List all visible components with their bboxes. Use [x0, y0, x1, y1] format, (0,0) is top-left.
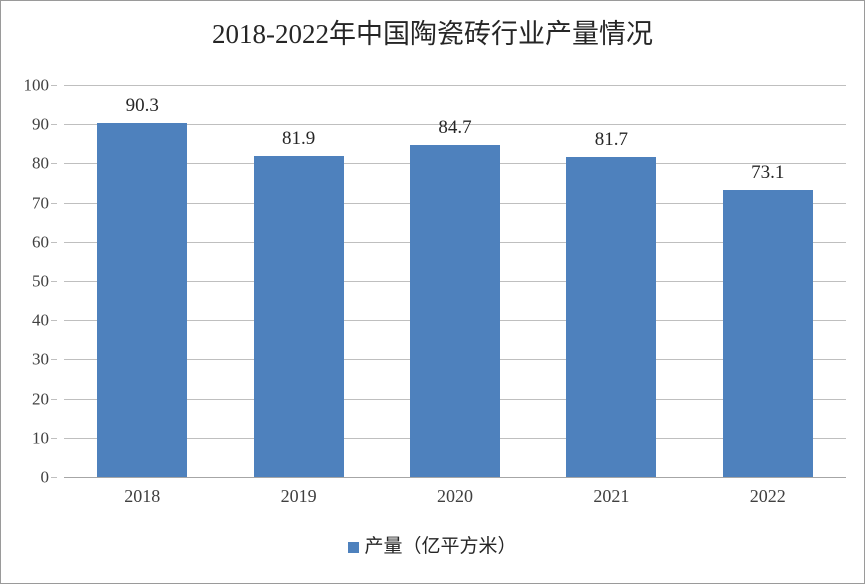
x-axis-tick-label: 2021 [593, 486, 630, 506]
y-axis-tick-mark [51, 398, 57, 400]
y-axis-tick-label: 80 [32, 153, 49, 173]
plot-area: 90.3 81.9 84.7 81.7 73.1 [64, 85, 846, 478]
y-axis-tick-mark [51, 124, 57, 126]
legend-swatch-icon [348, 541, 360, 553]
legend-item-label: 产量（亿平方米） [364, 536, 517, 557]
chart-title: 2018-2022年中国陶瓷砖行业产量情况 [212, 19, 653, 49]
y-axis-tick-mark [51, 281, 57, 282]
y-axis-tick-mark [51, 320, 57, 322]
gridline [64, 477, 846, 478]
y-axis-tick-mark [51, 202, 57, 204]
legend-item-production[interactable]: 产量（亿平方米） [348, 535, 517, 559]
y-axis-tick-mark [51, 359, 57, 361]
x-axis-tick-label: 2018 [124, 486, 161, 506]
x-axis-tick-label: 2020 [436, 486, 473, 506]
y-axis-tick-mark [51, 437, 57, 439]
bar[interactable] [566, 156, 657, 477]
bar-value-label: 81.7 [594, 128, 628, 150]
y-axis-tick-label: 30 [32, 349, 49, 369]
bar[interactable] [410, 144, 500, 477]
gridline [64, 124, 846, 126]
gridline [64, 85, 846, 86]
y-axis-tick-label: 90 [32, 114, 49, 134]
y-axis-tick-mark [51, 163, 57, 165]
x-axis-tick-label: 2022 [749, 486, 786, 506]
bar[interactable] [97, 123, 188, 477]
y-axis: 100 90 80 70 60 50 40 30 20 10 0 [1, 77, 57, 486]
bar-value-label: 81.9 [281, 127, 316, 149]
y-axis-tick-label: 70 [32, 193, 49, 213]
y-axis-tick-label: 50 [32, 271, 49, 291]
y-axis-tick-label: 10 [32, 428, 49, 448]
chart-legend: 产量（亿平方米） [1, 535, 864, 559]
y-axis-tick-label: 60 [32, 232, 49, 252]
y-axis-tick-label: 20 [32, 389, 49, 409]
y-axis-tick-mark [51, 477, 57, 478]
bar[interactable] [253, 155, 344, 477]
y-axis-tick-label: 40 [32, 310, 49, 330]
y-axis-tick-mark [51, 241, 57, 243]
bar-value-label: 73.1 [751, 162, 785, 184]
bar-value-label: 84.7 [438, 116, 472, 138]
y-axis-tick-label: 100 [23, 75, 50, 95]
x-axis-tick-label: 2019 [280, 486, 317, 506]
bar[interactable] [722, 190, 813, 477]
bar-value-label: 90.3 [125, 95, 159, 117]
y-axis-tick-mark [51, 85, 57, 86]
y-axis-tick-label: 0 [40, 467, 50, 487]
x-axis: 2018 2019 2020 2021 2022 [64, 485, 846, 513]
